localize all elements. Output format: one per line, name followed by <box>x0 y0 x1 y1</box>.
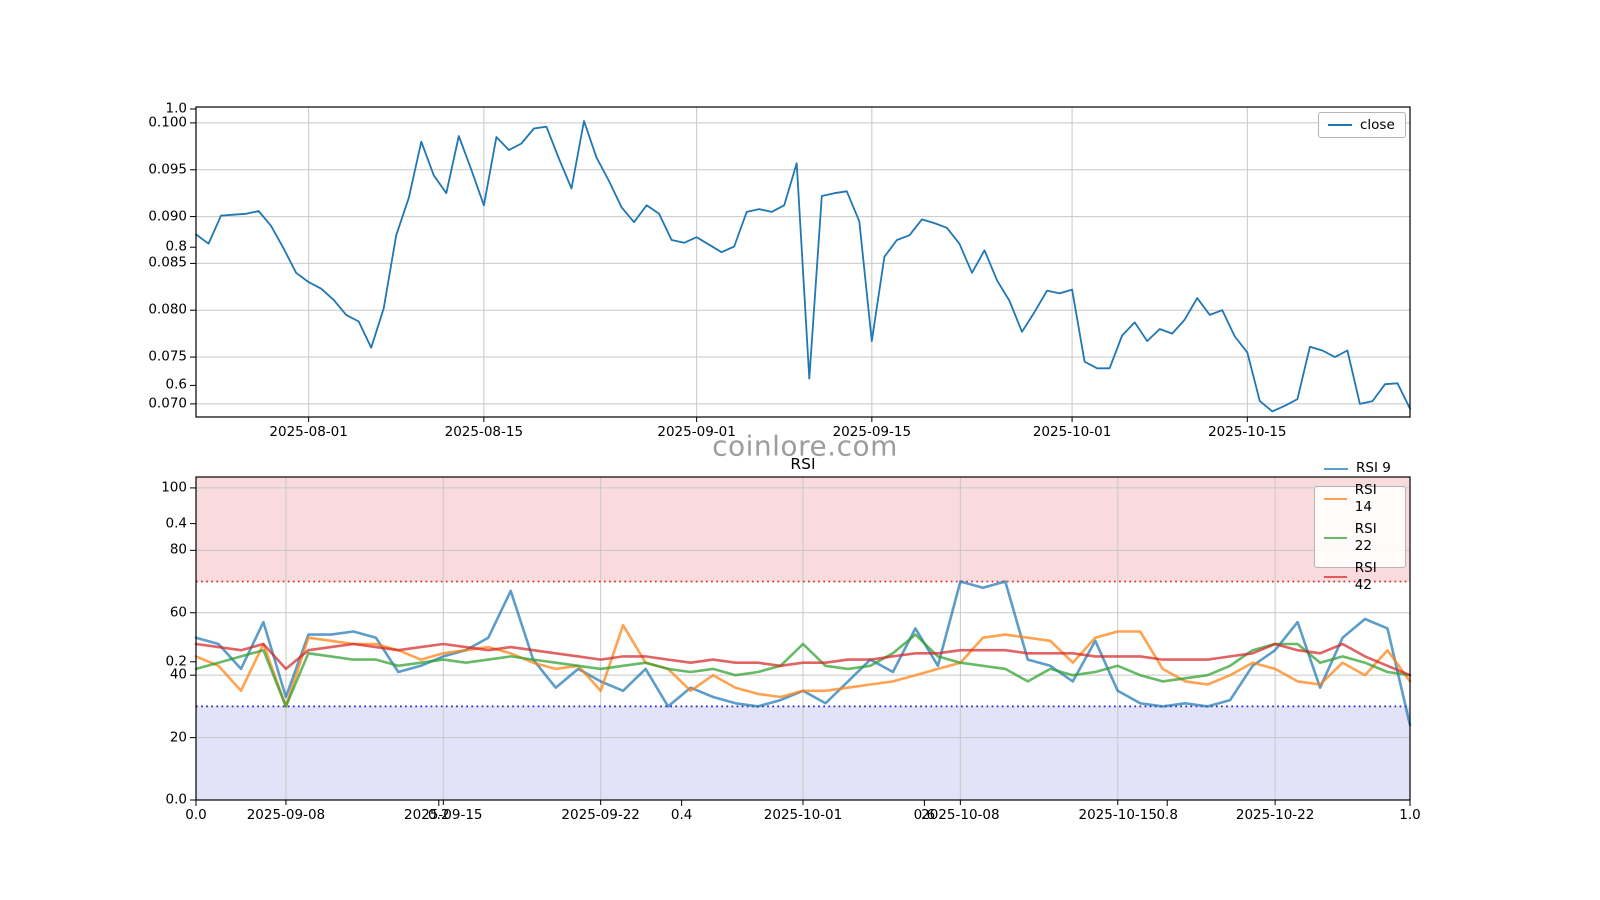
price-legend: close <box>1318 112 1406 138</box>
price-y-tick-label: 0.100 <box>148 114 187 131</box>
price-y-tick-label: 0.070 <box>148 395 187 412</box>
close-line-sample <box>1328 124 1352 126</box>
figure-y-tick-label: 0.2 <box>165 653 187 670</box>
rsi-y-tick-label: 60 <box>169 604 187 620</box>
rsi-x-tick-label: 2025-09-08 <box>246 807 326 823</box>
legend-item-rsi-42: RSI 42 <box>1324 560 1396 594</box>
legend-item-rsi-14: RSI 14 <box>1324 482 1396 516</box>
figure-x-tick-label: 0.4 <box>670 807 693 823</box>
legend-label-close: close <box>1360 116 1395 133</box>
figure-y-tick-label: 0.4 <box>165 514 187 531</box>
legend-label-rsi-14: RSI 14 <box>1354 482 1377 516</box>
price-y-tick-label: 0.085 <box>148 254 187 271</box>
price-x-tick-label: 2025-09-15 <box>832 424 912 440</box>
rsi-x-tick-label: 2025-10-15 <box>1078 807 1157 823</box>
rsi-x-tick-label: 2025-09-22 <box>561 807 640 823</box>
rsi-x-tick-label: 2025-10-01 <box>763 807 843 823</box>
price-y-tick-label: 0.090 <box>148 207 187 224</box>
rsi-x-tick-label: 2025-09-15 <box>404 807 483 823</box>
legend-item-rsi-22: RSI 22 <box>1324 521 1396 555</box>
rsi42-line-sample <box>1324 575 1347 578</box>
price-y-tick-label: 0.075 <box>148 348 187 365</box>
figure-x-tick-label: 0.0 <box>185 807 207 823</box>
rsi-legend: RSI 9 RSI 14 RSI 22 RSI 42 <box>1314 460 1406 593</box>
price-x-tick-label: 2025-10-01 <box>1032 424 1112 440</box>
price-x-tick-label: 2025-09-01 <box>657 424 736 440</box>
figure-x-tick-label: 1.0 <box>1399 807 1421 823</box>
figure-y-tick-label: 1.0 <box>165 100 187 117</box>
rsi-y-tick-label: 100 <box>161 479 187 496</box>
rsi-y-tick-label: 80 <box>169 541 187 558</box>
rsi-x-tick-label: 2025-10-08 <box>921 807 1000 823</box>
price-y-tick-label: 0.080 <box>148 301 187 318</box>
rsi-panel-title: RSI <box>790 455 816 473</box>
rsi-y-tick-label: 20 <box>169 728 187 745</box>
figure-x-tick-label: 0.6 <box>913 807 936 823</box>
figure-y-tick-label: 0.8 <box>165 238 187 255</box>
price-y-tick-label: 0.095 <box>148 160 187 177</box>
rsi14-line-sample <box>1324 498 1347 501</box>
price-x-tick-label: 2025-08-15 <box>444 424 524 440</box>
price-x-tick-label: 2025-08-01 <box>269 424 348 440</box>
rsi-y-tick-label: 40 <box>169 666 187 683</box>
rsi22-line-sample <box>1324 536 1347 539</box>
rsi-x-tick-label: 2025-10-22 <box>1235 807 1315 823</box>
legend-item-rsi-9: RSI 9 <box>1324 460 1396 477</box>
figure-y-tick-label: 0.6 <box>165 376 187 393</box>
figure-y-tick-label: 0.0 <box>165 791 187 808</box>
legend-item-close: close <box>1328 117 1396 134</box>
figure-x-tick-label: 0.8 <box>1156 807 1178 823</box>
figure-x-tick-label: 0.2 <box>428 807 450 823</box>
price-x-tick-label: 2025-10-15 <box>1208 424 1287 440</box>
rsi9-line-sample <box>1324 467 1348 470</box>
legend-label-rsi-22: RSI 22 <box>1354 521 1377 554</box>
legend-label-rsi-9: RSI 9 <box>1356 460 1391 477</box>
legend-label-rsi-42: RSI 42 <box>1354 559 1377 593</box>
watermark: coinlore.com <box>712 429 898 463</box>
